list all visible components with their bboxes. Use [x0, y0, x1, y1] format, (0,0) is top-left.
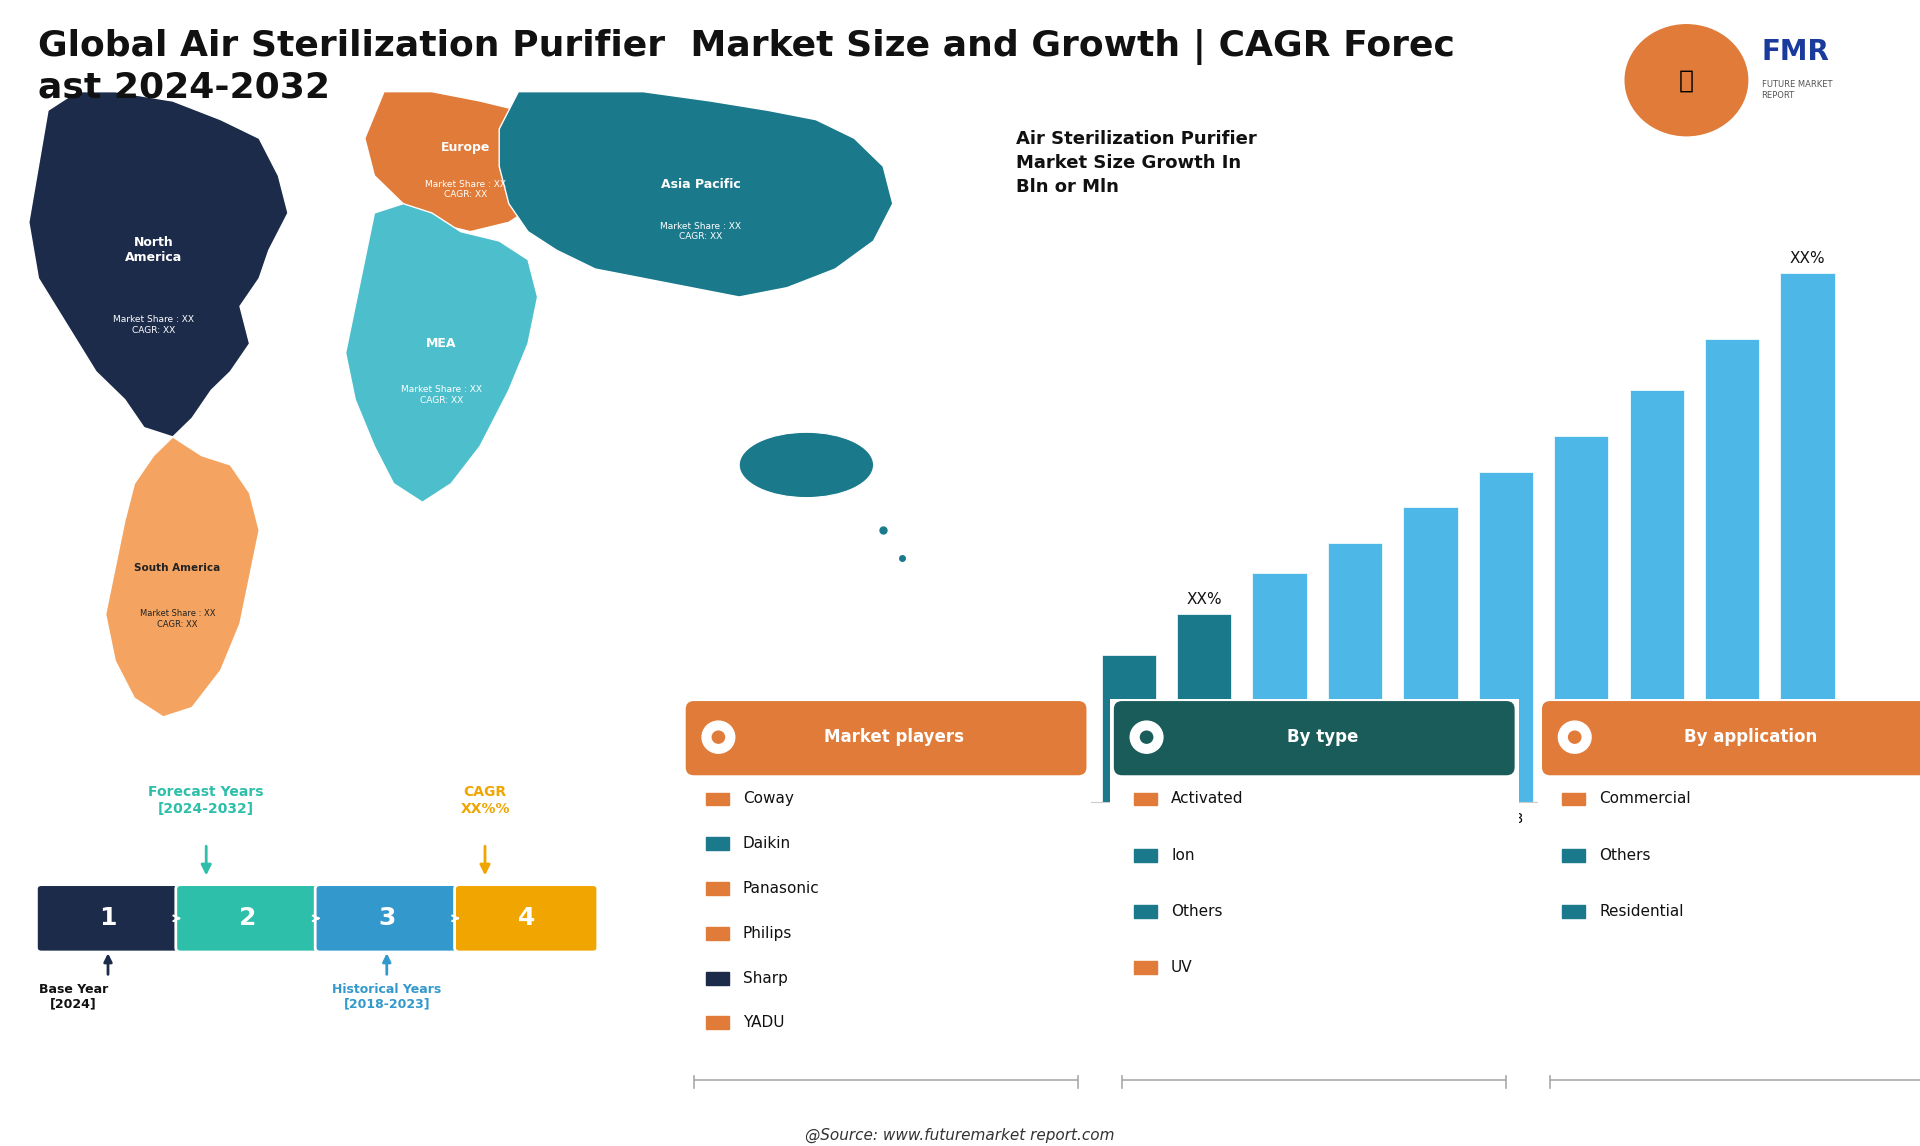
- Bar: [707, 838, 728, 850]
- Circle shape: [703, 721, 735, 753]
- Circle shape: [712, 731, 724, 744]
- Bar: [707, 972, 728, 984]
- FancyBboxPatch shape: [36, 885, 180, 952]
- Text: Air Sterilization Purifier
Market Size Growth In
Bln or Mln: Air Sterilization Purifier Market Size G…: [1016, 131, 1256, 196]
- Bar: [1404, 508, 1457, 802]
- Text: 1: 1: [100, 906, 117, 931]
- FancyBboxPatch shape: [1542, 701, 1920, 775]
- Bar: [1135, 793, 1156, 806]
- Bar: [1563, 849, 1584, 862]
- Text: Activated: Activated: [1171, 792, 1244, 807]
- Circle shape: [1131, 721, 1164, 753]
- Circle shape: [1140, 731, 1152, 744]
- Circle shape: [1569, 731, 1580, 744]
- Text: Sharp: Sharp: [743, 971, 787, 986]
- Polygon shape: [499, 92, 893, 297]
- Text: 👤: 👤: [1678, 69, 1693, 92]
- Bar: [1780, 273, 1836, 802]
- Text: South America: South America: [134, 563, 221, 573]
- Text: Daikin: Daikin: [743, 837, 791, 851]
- FancyBboxPatch shape: [678, 697, 1094, 1102]
- Text: FMR: FMR: [1763, 39, 1830, 66]
- Text: Panasonic: Panasonic: [743, 881, 820, 896]
- Text: Coway: Coway: [743, 792, 793, 807]
- FancyBboxPatch shape: [315, 885, 459, 952]
- Text: YADU: YADU: [743, 1015, 785, 1030]
- FancyBboxPatch shape: [1114, 701, 1515, 775]
- Text: XX%: XX%: [1789, 251, 1826, 266]
- Text: @Source: www.futuremarket report.com: @Source: www.futuremarket report.com: [804, 1129, 1116, 1144]
- Text: FUTURE MARKET
REPORT: FUTURE MARKET REPORT: [1763, 80, 1832, 101]
- Bar: [1177, 614, 1231, 802]
- Text: UV: UV: [1171, 960, 1192, 975]
- Text: Base Year
[2024]: Base Year [2024]: [38, 982, 108, 1011]
- Text: Others: Others: [1171, 904, 1223, 919]
- Text: Forecast Years
[2024-2032]: Forecast Years [2024-2032]: [148, 785, 263, 816]
- FancyBboxPatch shape: [1106, 697, 1523, 1102]
- Bar: [1329, 543, 1382, 802]
- Text: Residential: Residential: [1599, 904, 1684, 919]
- Text: Others: Others: [1599, 848, 1651, 863]
- Text: Market Share : XX
CAGR: XX: Market Share : XX CAGR: XX: [424, 180, 507, 199]
- Text: Market Share : XX
CAGR: XX: Market Share : XX CAGR: XX: [140, 610, 215, 629]
- Ellipse shape: [739, 432, 874, 497]
- Text: MEA: MEA: [426, 337, 457, 351]
- Polygon shape: [365, 92, 557, 231]
- Bar: [1705, 339, 1759, 802]
- Text: Market Share : XX
CAGR: XX: Market Share : XX CAGR: XX: [113, 315, 194, 335]
- Text: 3: 3: [378, 906, 396, 931]
- Text: By type: By type: [1286, 728, 1357, 746]
- Text: Philips: Philips: [743, 926, 793, 941]
- Text: CAGR
XX%%: CAGR XX%%: [461, 785, 509, 816]
- Text: By application: By application: [1684, 728, 1816, 746]
- Text: XX%: XX%: [1187, 591, 1221, 607]
- Text: 4: 4: [518, 906, 536, 931]
- Bar: [1252, 573, 1308, 802]
- Bar: [1630, 391, 1684, 802]
- Text: 2: 2: [238, 906, 255, 931]
- FancyBboxPatch shape: [177, 885, 319, 952]
- Circle shape: [1624, 25, 1747, 135]
- Bar: [1563, 905, 1584, 918]
- Polygon shape: [29, 92, 288, 437]
- Bar: [1135, 849, 1156, 862]
- FancyBboxPatch shape: [455, 885, 597, 952]
- FancyBboxPatch shape: [1534, 697, 1920, 1102]
- Text: Historical Years
[2018-2023]: Historical Years [2018-2023]: [332, 982, 442, 1011]
- Text: Market Share : XX
CAGR: XX: Market Share : XX CAGR: XX: [660, 222, 741, 242]
- Bar: [1025, 700, 1081, 802]
- Bar: [707, 927, 728, 940]
- Bar: [1563, 793, 1584, 806]
- Bar: [1135, 905, 1156, 918]
- Text: Asia Pacific: Asia Pacific: [660, 179, 741, 191]
- Bar: [1478, 472, 1532, 802]
- Text: Market Share : XX
CAGR: XX: Market Share : XX CAGR: XX: [401, 385, 482, 405]
- Text: Global Air Sterilization Purifier  Market Size and Growth | CAGR Forec
ast 2024-: Global Air Sterilization Purifier Market…: [38, 29, 1455, 104]
- Text: Commercial: Commercial: [1599, 792, 1692, 807]
- Bar: [707, 1017, 728, 1029]
- Bar: [1135, 961, 1156, 974]
- Circle shape: [1559, 721, 1592, 753]
- Text: Market players: Market players: [824, 728, 964, 746]
- Text: Europe: Europe: [442, 141, 490, 155]
- Bar: [707, 882, 728, 895]
- FancyBboxPatch shape: [685, 701, 1087, 775]
- Polygon shape: [346, 204, 538, 502]
- Text: Ion: Ion: [1171, 848, 1194, 863]
- Bar: [1553, 435, 1609, 802]
- Bar: [1102, 654, 1156, 802]
- Polygon shape: [106, 437, 259, 717]
- Text: North
America: North America: [125, 236, 182, 265]
- Bar: [707, 793, 728, 806]
